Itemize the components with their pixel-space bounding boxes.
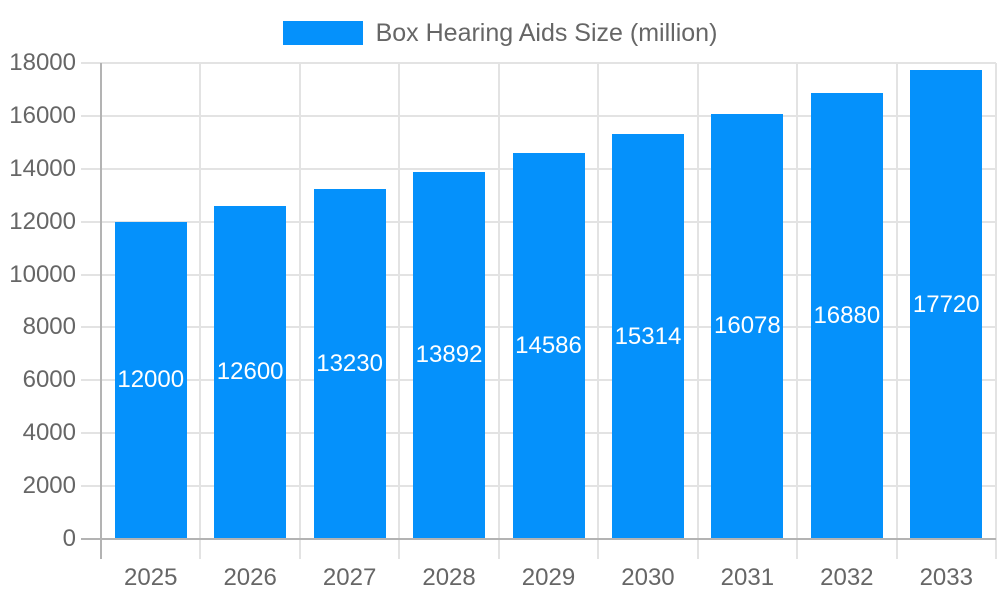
bar-value-label: 15314 bbox=[614, 322, 682, 350]
x-axis-tick-label: 2028 bbox=[422, 564, 476, 591]
legend-color-swatch-icon bbox=[282, 21, 363, 45]
y-axis-tick-label: 2000 bbox=[22, 472, 76, 500]
x-axis-tick-label: 2030 bbox=[621, 564, 675, 591]
bar-value-label: 17720 bbox=[912, 290, 980, 318]
y-axis-tick-label: 0 bbox=[62, 525, 76, 552]
legend-label: Box Hearing Aids Size (million) bbox=[375, 18, 718, 47]
x-axis-tick-label: 2029 bbox=[521, 564, 576, 591]
x-gridline bbox=[398, 63, 401, 559]
bar-2026[interactable] bbox=[214, 205, 287, 539]
y-axis-tick-label: 4000 bbox=[22, 419, 76, 447]
bar-2031[interactable] bbox=[711, 113, 784, 539]
bar-value-label: 16078 bbox=[714, 312, 781, 340]
x-axis-tick-label: 2026 bbox=[223, 564, 277, 591]
x-axis-tick-label: 2031 bbox=[720, 564, 775, 591]
y-axis-line bbox=[100, 63, 102, 559]
bar-value-label: 12000 bbox=[117, 366, 185, 394]
bar-2029[interactable] bbox=[512, 153, 585, 539]
legend-item[interactable]: Box Hearing Aids Size (million) bbox=[282, 18, 718, 48]
bar-2027[interactable] bbox=[313, 189, 386, 539]
bar-value-label: 12600 bbox=[216, 358, 284, 386]
x-gridline bbox=[796, 63, 799, 559]
x-axis-line bbox=[81, 538, 996, 540]
bar-2028[interactable] bbox=[413, 171, 486, 539]
y-gridline bbox=[81, 62, 996, 64]
x-gridline bbox=[696, 63, 699, 559]
y-axis-tick-label: 14000 bbox=[9, 154, 76, 182]
bar-value-label: 14586 bbox=[515, 332, 582, 360]
x-axis-tick-label: 2032 bbox=[820, 564, 874, 591]
bar-value-label: 13892 bbox=[415, 341, 483, 369]
y-axis-tick-label: 18000 bbox=[9, 49, 76, 76]
bar-2033[interactable] bbox=[910, 70, 983, 539]
y-gridline bbox=[81, 114, 996, 117]
x-gridline bbox=[497, 63, 500, 559]
legend: Box Hearing Aids Size (million) bbox=[0, 8, 1000, 58]
bar-value-label: 13230 bbox=[316, 350, 383, 378]
x-gridline bbox=[298, 63, 301, 559]
bar-value-label: 16880 bbox=[813, 301, 881, 329]
x-gridline bbox=[895, 63, 898, 559]
y-axis-tick-label: 8000 bbox=[22, 313, 76, 341]
y-axis-tick-label: 12000 bbox=[9, 207, 76, 235]
bar-2030[interactable] bbox=[611, 134, 684, 539]
x-gridline bbox=[995, 63, 997, 559]
bar-2025[interactable] bbox=[114, 221, 187, 539]
y-axis-tick-label: 6000 bbox=[22, 366, 76, 394]
x-axis-tick-label: 2033 bbox=[919, 564, 973, 591]
x-axis-tick-label: 2025 bbox=[124, 564, 178, 591]
y-axis-tick-label: 10000 bbox=[9, 260, 76, 288]
y-axis-tick-label: 16000 bbox=[9, 101, 76, 129]
x-gridline bbox=[199, 63, 202, 559]
x-gridline bbox=[597, 63, 600, 559]
x-axis-tick-label: 2027 bbox=[322, 564, 377, 591]
bar-2032[interactable] bbox=[810, 92, 883, 539]
